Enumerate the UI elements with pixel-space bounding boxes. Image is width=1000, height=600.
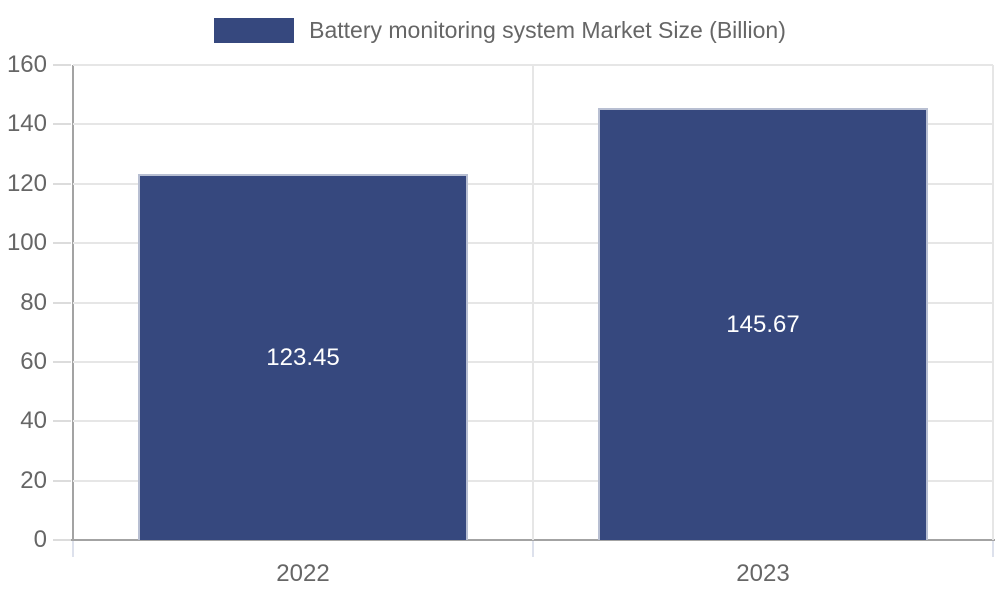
y-axis-tick-label: 140 [6,110,47,138]
y-axis-tick-label: 0 [33,526,47,553]
y-axis-tick [53,242,71,245]
bar[interactable]: 123.45 [138,173,468,540]
y-axis-tick-label: 60 [20,347,47,375]
bar[interactable]: 145.67 [598,107,928,540]
bar-value-label: 123.45 [266,343,340,371]
x-axis-category-label: 2022 [276,560,330,587]
y-axis-tick-label: 120 [6,169,47,197]
x-axis-tick [992,541,994,557]
y-axis-tick-label: 100 [6,229,47,257]
y-axis-tick-label: 160 [6,51,47,78]
x-axis-category-label: 2023 [736,560,790,587]
y-axis-tick [53,301,71,304]
legend-item[interactable]: Battery monitoring system Market Size (B… [0,17,1000,43]
y-axis-tick [53,123,71,126]
bar-value-label: 145.67 [726,310,800,338]
x-axis-line [71,539,995,541]
y-axis-tick [53,64,71,66]
x-axis-tick [72,541,74,557]
y-axis-tick [53,360,71,363]
y-axis-tick-label: 20 [20,466,47,494]
y-axis-tick-label: 40 [20,407,47,435]
gridline-vertical [992,65,994,540]
legend-label: Battery monitoring system Market Size (B… [309,17,786,43]
y-axis-tick [53,479,71,482]
y-axis-tick [53,539,71,541]
gridline-vertical [532,65,534,540]
y-axis-tick [53,182,71,185]
y-axis-tick-label: 80 [20,288,47,316]
legend-swatch-icon [214,17,295,43]
plot-area: 123.45 145.67 [53,64,995,557]
x-axis-tick [532,541,534,557]
y-axis-tick [53,420,71,423]
